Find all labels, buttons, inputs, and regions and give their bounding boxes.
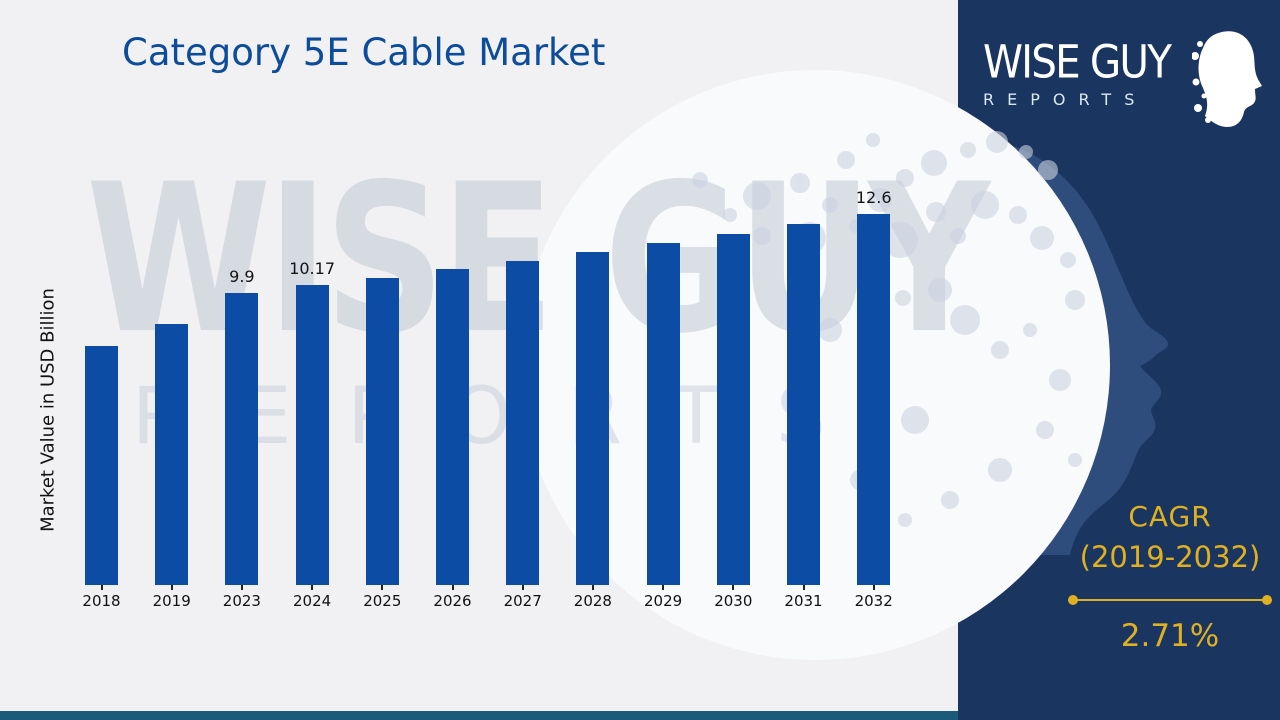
gray-dot (1068, 453, 1082, 467)
gray-dot (986, 131, 1008, 153)
gray-dot (692, 172, 708, 188)
logo-wordmark: WISE GUY (983, 35, 1172, 89)
gray-dot (950, 228, 966, 244)
bar-2024 (295, 285, 329, 585)
gray-dot (1023, 323, 1037, 337)
gray-dot (928, 278, 952, 302)
x-tick-2028 (591, 585, 594, 590)
cagr-block: CAGR (2019-2032) 2.71% (1068, 500, 1272, 654)
wise-guy-reports-logo: WISE GUY REPORTS (983, 31, 1262, 128)
gray-dot (898, 513, 912, 527)
x-tick-2029 (662, 585, 665, 590)
bar-2023 (225, 293, 259, 585)
gray-dot (991, 341, 1009, 359)
gray-dot (743, 182, 771, 210)
gray-dot (1009, 206, 1027, 224)
gray-dot (723, 208, 737, 222)
x-category-label-2027: 2027 (503, 592, 542, 610)
x-tick-2019 (170, 585, 173, 590)
x-category-label-2032: 2032 (854, 592, 893, 610)
x-category-label-2030: 2030 (714, 592, 753, 610)
gray-dot (866, 133, 880, 147)
x-tick-2023 (240, 585, 243, 590)
x-category-label-2023: 2023 (222, 592, 261, 610)
gray-dot (790, 173, 810, 193)
gray-dot (901, 406, 929, 434)
bar-value-label-2032: 12.6 (855, 188, 892, 207)
bar-2032 (857, 214, 891, 585)
cagr-heading: CAGR (1128, 500, 1212, 533)
cagr-value: 2.71% (1120, 618, 1220, 654)
x-tick-2018 (100, 585, 103, 590)
bar-2030 (716, 234, 750, 585)
x-category-label-2026: 2026 (433, 592, 472, 610)
x-category-label-2024: 2024 (293, 592, 332, 610)
gray-dot (1049, 369, 1071, 391)
x-category-label-2031: 2031 (784, 592, 823, 610)
bar-2029 (646, 243, 680, 585)
bar-2025 (365, 278, 399, 585)
bar-value-label-2023: 9.9 (229, 267, 255, 286)
x-category-label-2018: 2018 (82, 592, 121, 610)
gray-dot (753, 227, 771, 245)
gray-dot (988, 458, 1012, 482)
gray-dot (950, 305, 980, 335)
x-tick-2024 (311, 585, 314, 590)
gray-dot (1065, 290, 1085, 310)
gray-dot (822, 197, 838, 213)
bar-2026 (436, 269, 469, 585)
gray-dot (1038, 160, 1058, 180)
x-tick-2030 (732, 585, 735, 590)
divider-dot-right (1262, 595, 1272, 605)
gray-dot (818, 318, 842, 342)
gray-dot (895, 290, 911, 306)
bottom-teal-strip (0, 711, 1280, 720)
x-tick-2032 (872, 585, 875, 590)
logo-face-icon (1192, 31, 1262, 128)
gray-dot (971, 191, 999, 219)
bar-value-label-2024: 10.17 (289, 259, 335, 278)
cagr-divider (1068, 595, 1272, 605)
gray-dot (960, 142, 976, 158)
x-category-label-2019: 2019 (152, 592, 191, 610)
x-tick-2026 (451, 585, 454, 590)
page-title: Category 5E Cable Market (122, 31, 606, 74)
bar-2018 (85, 346, 118, 585)
gray-dot (1019, 145, 1033, 159)
divider-line (1072, 599, 1268, 601)
bar-2031 (787, 224, 820, 585)
gray-dot (837, 151, 855, 169)
gray-dot (941, 491, 959, 509)
bar-2028 (576, 252, 610, 585)
bar-2019 (155, 324, 189, 585)
x-category-label-2029: 2029 (644, 592, 683, 610)
logo-subtitle: REPORTS (983, 90, 1148, 109)
gray-dot (868, 188, 892, 212)
gray-dot (921, 150, 947, 176)
cagr-range: (2019-2032) (1079, 540, 1261, 574)
x-tick-2031 (802, 585, 805, 590)
gray-dot (1060, 252, 1076, 268)
x-tick-2025 (381, 585, 384, 590)
gray-dot (896, 169, 914, 187)
gray-dot (926, 202, 946, 222)
x-tick-2027 (521, 585, 524, 590)
gray-dot (1030, 226, 1054, 250)
bar-2027 (506, 261, 540, 585)
x-category-label-2028: 2028 (573, 592, 612, 610)
gray-dot (1036, 421, 1054, 439)
x-category-label-2025: 2025 (363, 592, 402, 610)
